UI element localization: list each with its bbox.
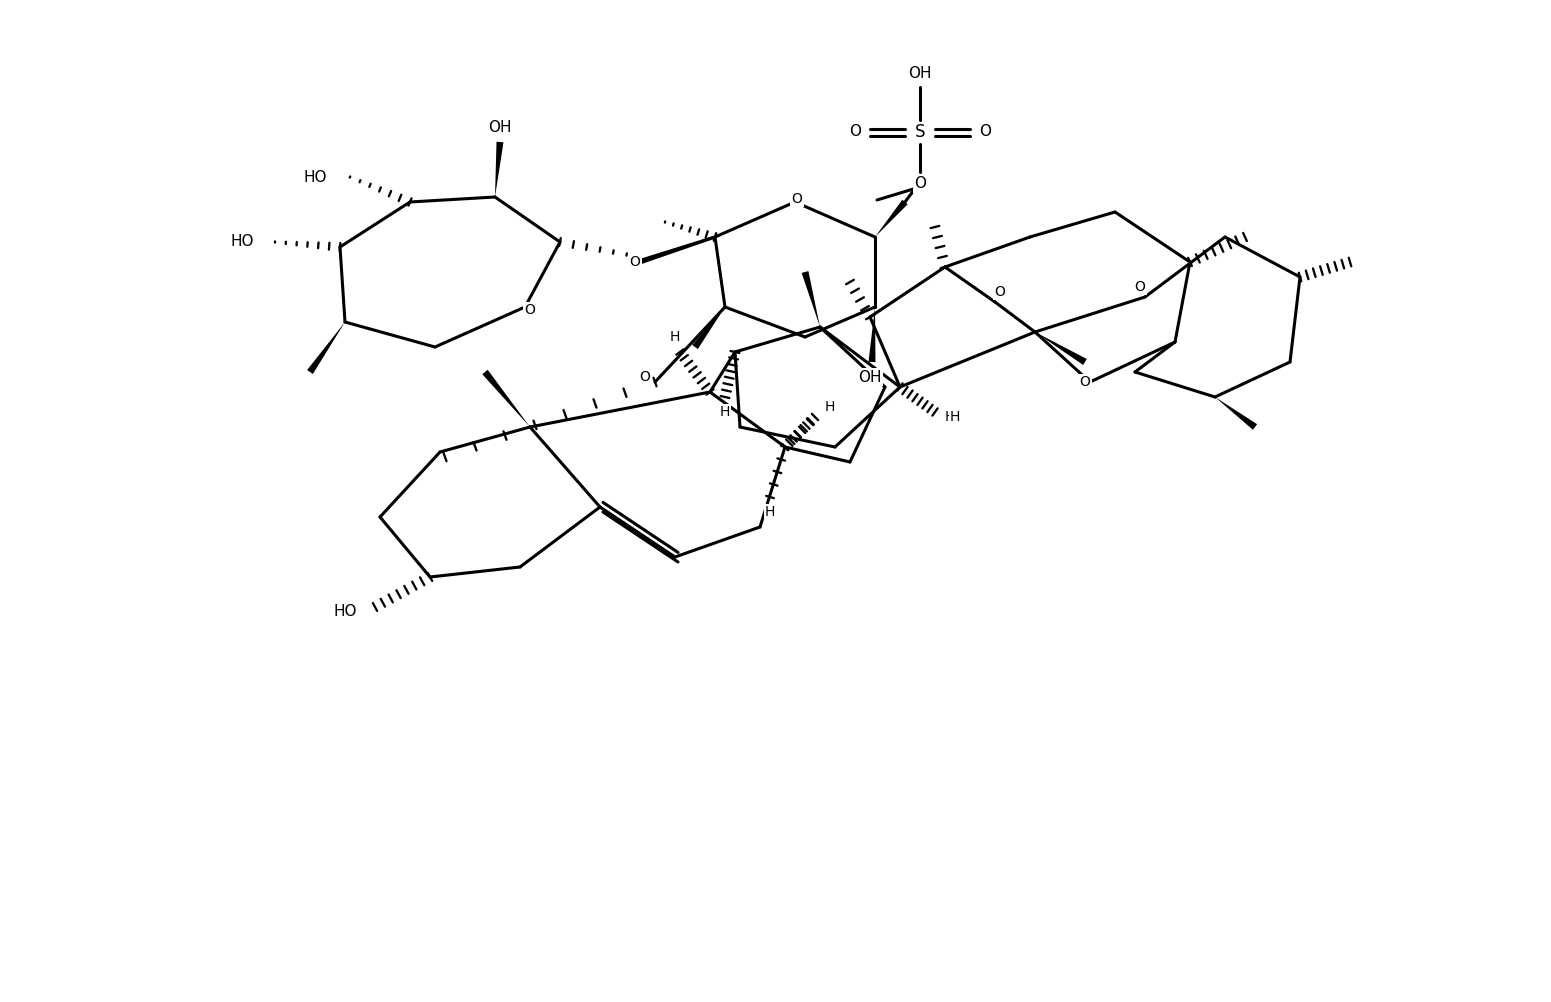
Text: OH: OH bbox=[909, 66, 932, 81]
Polygon shape bbox=[692, 307, 724, 349]
Text: O: O bbox=[1079, 375, 1090, 389]
Text: H: H bbox=[670, 330, 681, 344]
Text: HO: HO bbox=[304, 169, 327, 184]
Text: O: O bbox=[848, 124, 861, 139]
Polygon shape bbox=[482, 370, 530, 427]
Text: H: H bbox=[670, 330, 681, 344]
Text: O: O bbox=[914, 176, 926, 191]
Text: H: H bbox=[765, 505, 776, 519]
Text: HO: HO bbox=[333, 604, 357, 619]
Text: O: O bbox=[1135, 280, 1146, 294]
Text: O: O bbox=[791, 192, 802, 206]
Text: O: O bbox=[630, 255, 641, 269]
Text: H: H bbox=[945, 410, 955, 424]
Polygon shape bbox=[875, 199, 907, 237]
Text: O: O bbox=[994, 285, 1005, 299]
Text: H: H bbox=[720, 405, 731, 419]
Polygon shape bbox=[1035, 332, 1087, 365]
Text: H: H bbox=[720, 405, 731, 419]
Text: O: O bbox=[524, 303, 535, 317]
Polygon shape bbox=[869, 307, 875, 362]
Polygon shape bbox=[1214, 397, 1258, 430]
Text: O: O bbox=[979, 124, 991, 139]
Text: H: H bbox=[949, 410, 960, 424]
Text: H: H bbox=[825, 400, 834, 414]
Text: HO: HO bbox=[230, 234, 254, 249]
Text: OH: OH bbox=[489, 119, 512, 134]
Polygon shape bbox=[307, 322, 344, 374]
Polygon shape bbox=[495, 141, 504, 197]
Text: S: S bbox=[915, 123, 926, 141]
Text: OH: OH bbox=[858, 370, 883, 385]
Polygon shape bbox=[802, 272, 820, 327]
Text: O: O bbox=[639, 370, 650, 384]
